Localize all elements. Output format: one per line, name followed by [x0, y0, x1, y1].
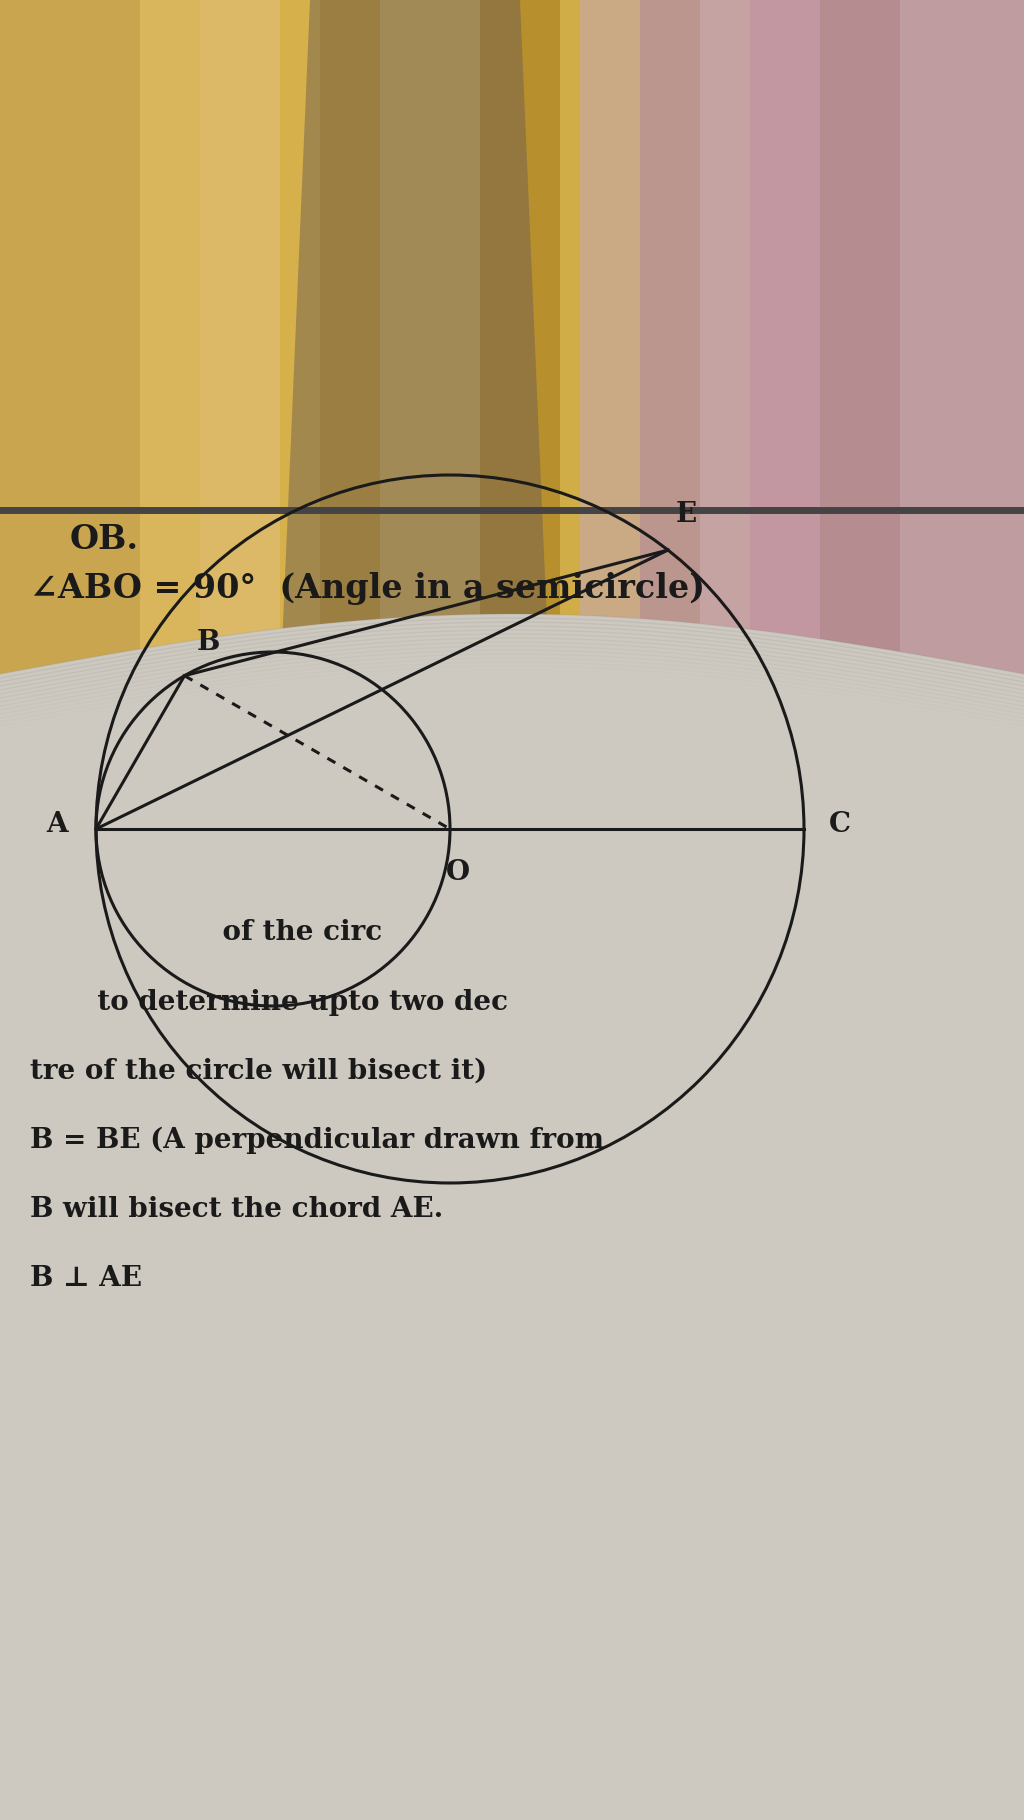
- Text: B = BE (A perpendicular drawn from: B = BE (A perpendicular drawn from: [30, 1127, 604, 1154]
- Text: to determine upto two dec: to determine upto two dec: [30, 988, 508, 1016]
- Polygon shape: [560, 0, 640, 692]
- Polygon shape: [0, 0, 1024, 692]
- Text: ∠ABO = 90°  (Angle in a semicircle): ∠ABO = 90° (Angle in a semicircle): [30, 571, 705, 604]
- Text: tre of the circle will bisect it): tre of the circle will bisect it): [30, 1057, 487, 1085]
- Polygon shape: [640, 0, 1024, 692]
- Text: O: O: [445, 859, 470, 886]
- Text: A: A: [46, 810, 68, 837]
- Text: B: B: [197, 628, 220, 655]
- Polygon shape: [380, 0, 480, 692]
- Text: E: E: [676, 501, 697, 528]
- Polygon shape: [480, 0, 560, 692]
- Polygon shape: [0, 0, 200, 692]
- Polygon shape: [580, 0, 1024, 692]
- Text: B ⊥ AE: B ⊥ AE: [30, 1265, 142, 1292]
- Polygon shape: [700, 0, 1024, 692]
- Polygon shape: [820, 0, 1024, 692]
- Polygon shape: [750, 0, 900, 692]
- Text: OB.: OB.: [70, 522, 139, 555]
- Text: C: C: [829, 810, 851, 837]
- Polygon shape: [140, 0, 319, 692]
- Polygon shape: [0, 613, 1024, 1820]
- Polygon shape: [280, 0, 550, 692]
- Text: B will bisect the chord AE.: B will bisect the chord AE.: [30, 1196, 443, 1223]
- Polygon shape: [900, 0, 1024, 692]
- Polygon shape: [280, 0, 380, 692]
- Polygon shape: [0, 0, 280, 692]
- Text: of the circ: of the circ: [30, 919, 382, 946]
